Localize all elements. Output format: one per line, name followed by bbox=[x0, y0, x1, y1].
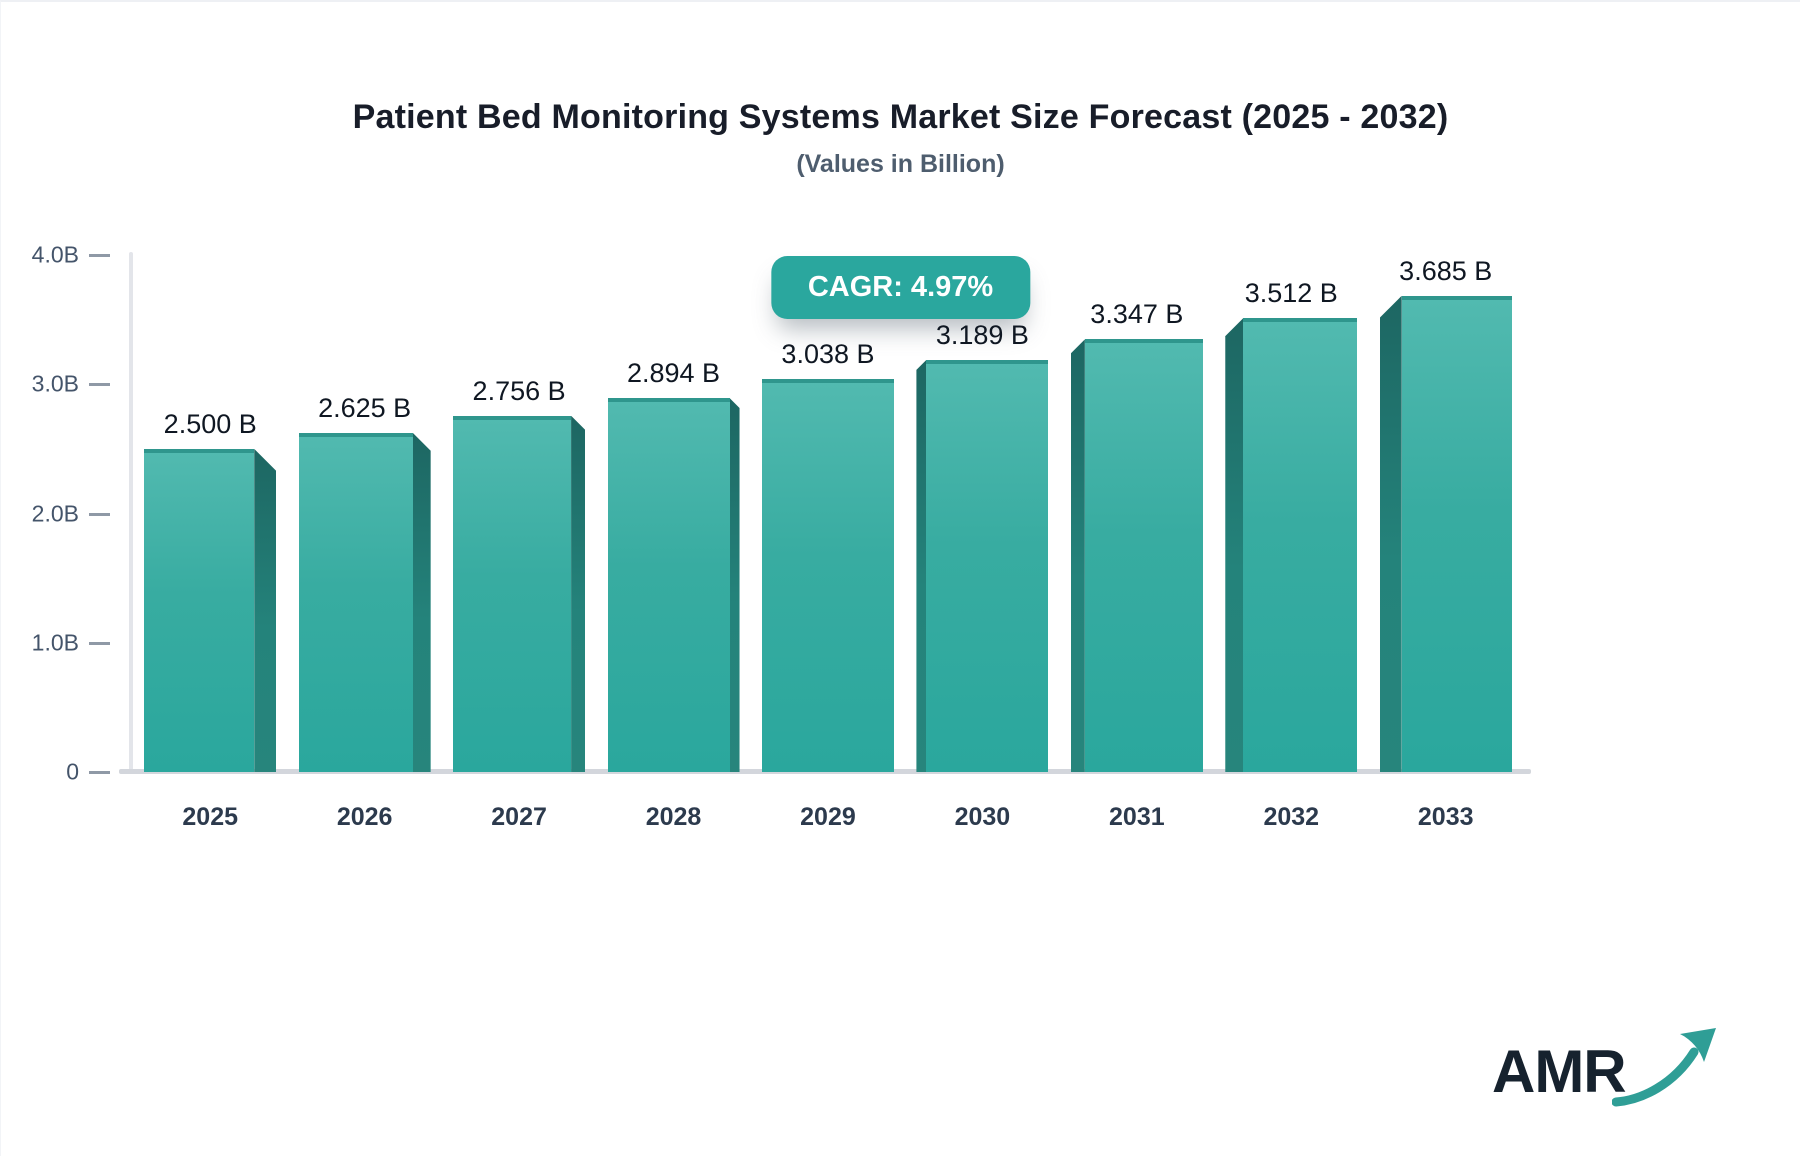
bar-face bbox=[761, 379, 894, 772]
bar-slot-2033: 3.685 B 2033 bbox=[1369, 255, 1523, 831]
bar-value-label: 3.189 B bbox=[935, 319, 1029, 350]
bar-face bbox=[607, 397, 730, 772]
bar-side-face bbox=[1070, 339, 1085, 772]
bar-slot-2030: 3.189 B 2030 bbox=[905, 255, 1059, 831]
chart-subtitle: (Values in Billion) bbox=[796, 150, 1005, 178]
x-axis-label-2029: 2029 bbox=[800, 803, 856, 831]
y-tick-mark bbox=[89, 254, 110, 257]
bar-top-edge bbox=[1401, 295, 1512, 300]
bar-face bbox=[453, 415, 572, 772]
bar-value-label: 2.756 B bbox=[472, 375, 566, 406]
cagr-badge: CAGR: 4.97% bbox=[770, 256, 1031, 319]
bar-2028 bbox=[607, 397, 740, 772]
bar-slot-2026: 2.625 B 2026 bbox=[287, 255, 441, 831]
bar-value-label: 2.500 B bbox=[163, 408, 257, 439]
bar-face bbox=[298, 432, 413, 772]
bar-slot-2027: 2.756 B 2027 bbox=[442, 255, 596, 831]
bar-2031 bbox=[1070, 339, 1203, 772]
bar-slot-2029: 3.038 B 2029 bbox=[751, 255, 905, 831]
x-axis-label-2028: 2028 bbox=[645, 803, 702, 831]
x-axis-label-2030: 2030 bbox=[954, 803, 1011, 831]
bar-2027 bbox=[453, 415, 586, 772]
plot-bars: 2.500 B 2025 2.625 B 2026 2.756 B 2027 2.894 B… bbox=[133, 255, 1523, 831]
x-axis-label-2027: 2027 bbox=[491, 803, 547, 831]
bar-value-label: 2.625 B bbox=[318, 392, 412, 423]
y-tick-mark bbox=[89, 771, 110, 774]
bar-top-edge bbox=[607, 397, 730, 402]
y-tick-label: 3.0B bbox=[31, 370, 79, 397]
x-axis-label-2033: 2033 bbox=[1417, 803, 1474, 831]
bar-side-face bbox=[571, 415, 586, 772]
bar-side-face bbox=[254, 448, 277, 772]
y-axis-line bbox=[129, 252, 133, 774]
bar-slot-2032: 3.512 B 2032 bbox=[1214, 255, 1368, 831]
chart-title: Patient Bed Monitoring Systems Market Si… bbox=[352, 98, 1449, 136]
bar-2032 bbox=[1225, 318, 1358, 772]
bar-slot-2031: 3.347 B 2031 bbox=[1060, 255, 1214, 831]
y-tick-mark bbox=[89, 512, 110, 516]
bar-top-edge bbox=[1243, 318, 1358, 323]
bar-2029 bbox=[761, 379, 894, 772]
growth-arrow-icon bbox=[1612, 1028, 1716, 1107]
bar-top-edge bbox=[926, 359, 1049, 364]
y-tick-mark bbox=[89, 383, 110, 387]
bar-side-face bbox=[412, 432, 431, 772]
bar-side-face bbox=[1225, 318, 1244, 772]
bar-top-edge bbox=[453, 415, 572, 420]
bar-top-edge bbox=[298, 432, 413, 437]
bar-face bbox=[1401, 295, 1512, 772]
x-axis-label-2031: 2031 bbox=[1109, 803, 1165, 831]
bar-face bbox=[1243, 318, 1358, 772]
x-axis-label-2032: 2032 bbox=[1263, 803, 1320, 831]
bar-2026 bbox=[298, 432, 431, 772]
x-axis-label-2025: 2025 bbox=[182, 803, 239, 831]
bar-value-label: 2.894 B bbox=[626, 357, 721, 388]
amr-logo: AMR bbox=[1492, 1024, 1722, 1114]
bar-value-label: 3.512 B bbox=[1244, 278, 1338, 309]
bar-2033 bbox=[1379, 295, 1512, 772]
bar-value-label: 3.685 B bbox=[1399, 255, 1493, 286]
bar-value-label: 3.038 B bbox=[781, 339, 875, 370]
bar-side-face bbox=[729, 397, 740, 772]
y-tick-label: 0 bbox=[66, 758, 79, 785]
bar-top-edge bbox=[144, 448, 255, 453]
bar-value-label: 3.347 B bbox=[1090, 299, 1184, 330]
bar-2030 bbox=[916, 359, 1049, 772]
bar-top-edge bbox=[761, 379, 894, 384]
bar-side-face bbox=[1379, 295, 1402, 772]
y-tick-label: 2.0B bbox=[31, 500, 79, 526]
x-axis-label-2026: 2026 bbox=[336, 803, 393, 831]
bar-slot-2025: 2.500 B 2025 bbox=[133, 255, 287, 831]
y-tick-label: 1.0B bbox=[31, 629, 79, 656]
bar-slot-2028: 2.894 B 2028 bbox=[596, 255, 750, 831]
bar-top-edge bbox=[1084, 339, 1203, 344]
bar-face bbox=[926, 359, 1049, 772]
bar-2025 bbox=[144, 448, 277, 772]
y-tick-mark bbox=[89, 641, 110, 645]
bar-side-face bbox=[916, 359, 927, 772]
y-tick-label: 4.0B bbox=[31, 241, 79, 268]
bar-face bbox=[1084, 339, 1203, 772]
amr-logo-text: AMR bbox=[1492, 1038, 1627, 1105]
bar-face bbox=[144, 448, 255, 772]
